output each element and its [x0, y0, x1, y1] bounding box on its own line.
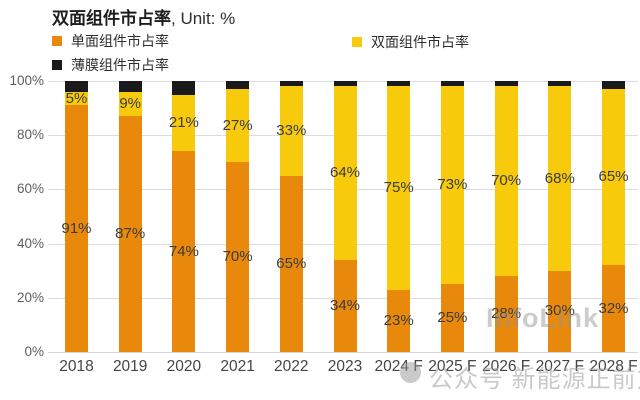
y-axis-tick-label: 80%	[16, 127, 44, 143]
legend-swatch-monofacial	[52, 36, 62, 46]
bar-value-label: 65%	[276, 254, 307, 272]
x-axis-category-label: 2023	[327, 358, 363, 375]
bar-segment-bifacial	[602, 89, 625, 266]
bar-segment-bifacial	[118, 91, 142, 117]
infolink-watermark: InfoLink	[486, 303, 599, 333]
bar-value-label: 73%	[437, 176, 468, 194]
bar-segment-bifacial	[333, 86, 357, 260]
x-axis-category-label: 2025 F	[428, 358, 477, 375]
bar-value-label: 68%	[544, 169, 575, 187]
bar-segment-monofacial	[118, 116, 142, 352]
x-axis-category-label: 2022	[274, 358, 309, 375]
y-axis-tick-label: 20%	[16, 289, 44, 305]
bar-value-label: 87%	[115, 225, 146, 243]
bar-segment-thinfilm	[548, 81, 572, 87]
bar-segment-monofacial	[440, 284, 464, 352]
bar-value-label: 25%	[437, 309, 468, 327]
bar-segment-bifacial	[548, 86, 572, 271]
x-axis-category-label: 2027 F	[535, 358, 584, 375]
bar-segment-bifacial	[226, 89, 250, 163]
bar-segment-monofacial	[333, 259, 357, 352]
bar-segment-thinfilm	[172, 81, 196, 95]
chart-title-text: 双面组件市占率	[52, 9, 171, 28]
x-axis-category-label: 2028 F	[589, 358, 638, 375]
bar-value-label: 27%	[222, 116, 253, 134]
bar-segment-monofacial	[548, 270, 572, 352]
bottom-watermark-text: 公众号 新能源正前方	[429, 366, 640, 393]
x-axis-category-label: 2018	[59, 358, 94, 375]
bar-segment-thinfilm	[65, 81, 88, 92]
legend-item-bifacial: 双面组件市占率	[352, 32, 469, 52]
x-axis-category-label: 2026 F	[481, 358, 531, 375]
bar-segment-monofacial	[279, 175, 303, 352]
bar-value-label: 28%	[491, 305, 522, 323]
bar-segment-monofacial	[494, 276, 518, 352]
bar-value-label: 70%	[222, 248, 253, 266]
x-axis-category-label: 2020	[166, 358, 202, 375]
bar-value-label: 30%	[544, 302, 575, 320]
bar-segment-bifacial	[65, 91, 88, 106]
x-axis-category-label: 2021	[220, 358, 255, 375]
bar-segment-thinfilm	[226, 81, 250, 90]
bar-segment-bifacial	[387, 86, 411, 290]
bar-value-label: 34%	[329, 296, 361, 314]
bar-segment-monofacial	[65, 105, 88, 352]
bar-segment-monofacial	[172, 151, 196, 352]
legend-item-monofacial: 单面组件市占率	[52, 31, 169, 51]
legend-item-thinfilm: 薄膜组件市占率	[52, 55, 169, 75]
bar-value-label: 5%	[65, 89, 88, 107]
y-axis-tick-label: 100%	[9, 73, 44, 88]
bar-segment-bifacial	[279, 86, 303, 176]
y-axis-tick-label: 40%	[16, 235, 44, 251]
bar-value-label: 75%	[383, 179, 414, 197]
bar-segment-bifacial	[172, 94, 196, 152]
bar-value-label: 32%	[598, 299, 629, 317]
gridline	[48, 352, 638, 353]
bar-segment-thinfilm	[494, 81, 518, 87]
bar-value-label: 23%	[383, 311, 414, 329]
chart-title: 双面组件市占率, Unit: %	[52, 4, 235, 29]
bar-segment-thinfilm	[602, 81, 625, 90]
legend-label-bifacial: 双面组件市占率	[371, 34, 469, 50]
bar-segment-bifacial	[494, 86, 518, 277]
bar-segment-bifacial	[440, 86, 464, 285]
legend-swatch-thinfilm	[52, 60, 62, 70]
bar-value-label: 74%	[168, 242, 199, 260]
bar-value-label: 33%	[276, 122, 307, 140]
bar-value-label: 65%	[598, 168, 629, 186]
bar-value-label: 21%	[168, 114, 199, 131]
legend-swatch-bifacial	[352, 37, 362, 47]
bar-value-label: 64%	[329, 164, 361, 182]
bar-segment-thinfilm	[333, 81, 357, 87]
legend-label-thinfilm: 薄膜组件市占率	[71, 57, 169, 73]
bar-segment-thinfilm	[279, 81, 303, 87]
bar-segment-monofacial	[602, 265, 625, 352]
y-axis-tick-label: 0%	[24, 344, 44, 359]
bar-segment-thinfilm	[440, 81, 464, 87]
bar-value-label: 70%	[491, 172, 522, 190]
bar-segment-monofacial	[387, 289, 411, 352]
y-axis-tick-label: 60%	[16, 181, 44, 197]
legend-label-monofacial: 单面组件市占率	[71, 33, 169, 49]
chart-title-unit: , Unit: %	[171, 9, 236, 28]
bar-segment-monofacial	[226, 162, 250, 352]
x-axis-category-label: 2019	[112, 358, 148, 375]
bar-segment-thinfilm	[118, 81, 142, 92]
wechat-logo-watermark-icon	[400, 362, 421, 383]
bar-segment-thinfilm	[387, 81, 411, 87]
bar-value-label: 91%	[61, 219, 92, 237]
bar-value-label: 9%	[119, 95, 142, 113]
